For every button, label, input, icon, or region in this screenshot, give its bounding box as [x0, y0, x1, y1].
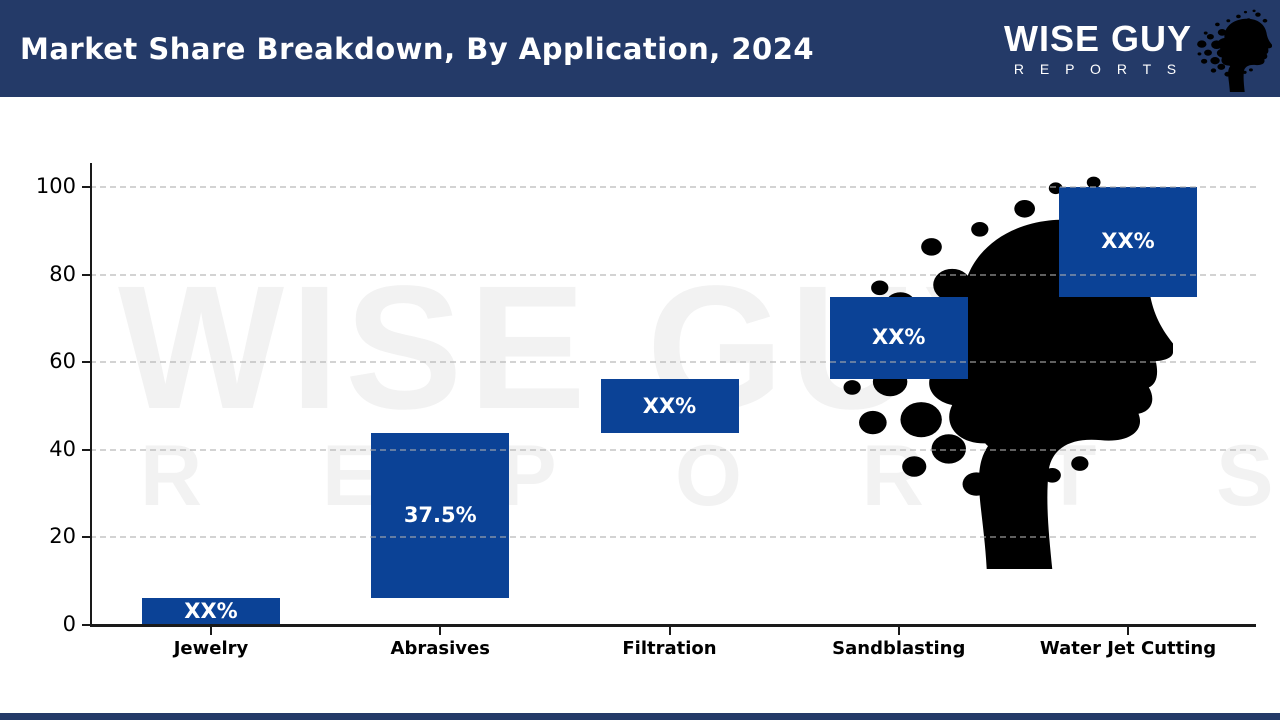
y-tick-label: 60	[49, 349, 76, 374]
gridline	[90, 448, 1256, 451]
bar-value-label: XX%	[1101, 229, 1155, 254]
y-tick-label: 0	[62, 612, 76, 636]
watermark-tagline: R E P O R T S	[140, 428, 1280, 524]
page-title: Market Share Breakdown, By Application, …	[20, 31, 815, 66]
header-bar: Market Share Breakdown, By Application, …	[0, 0, 1280, 97]
gridline	[90, 186, 1256, 188]
y-axis-spine	[90, 163, 92, 625]
x-category-label-jewelry: Jewelry	[173, 638, 249, 659]
bar-value-label: 37.5%	[403, 503, 477, 527]
x-axis-tick	[897, 627, 900, 635]
x-category-label-filtration: Filtration	[622, 638, 717, 659]
bar-value-label: XX%	[872, 325, 926, 350]
y-tick-label: 20	[49, 524, 76, 549]
y-tick-label: 40	[49, 436, 76, 461]
gridline	[90, 536, 1256, 539]
bar-water-jet-cutting: XX%	[1059, 187, 1197, 297]
x-axis-tick	[668, 627, 671, 635]
wise-guy-reports-logo: WISE GUY R E P O R T S	[1004, 4, 1272, 93]
y-axis-tick	[82, 361, 90, 364]
y-axis-tick	[82, 448, 90, 451]
y-axis-tick	[82, 624, 90, 626]
bar-value-label: XX%	[642, 393, 697, 418]
y-axis-tick	[82, 273, 90, 276]
x-category-label-abrasives: Abrasives	[390, 638, 490, 659]
footer-bar	[0, 713, 1280, 720]
x-axis-spine	[90, 624, 1256, 627]
gridline	[90, 273, 1256, 276]
bar-jewelry: XX%	[142, 597, 280, 625]
bar-abrasives: 37.5%	[371, 433, 510, 598]
x-category-label-sandblasting: Sandblasting	[832, 638, 966, 659]
x-axis-tick	[439, 627, 442, 635]
bar-filtration: XX%	[600, 378, 739, 434]
x-axis-tick	[1127, 627, 1129, 635]
logo-name: WISE GUY	[1003, 17, 1192, 59]
logo-text: WISE GUY R E P O R T S	[1003, 17, 1192, 77]
y-tick-label: 80	[49, 261, 76, 286]
y-tick-label: 100	[35, 174, 76, 198]
y-axis-tick	[82, 186, 90, 188]
dotted-face-logo-icon	[1197, 9, 1272, 92]
x-category-label-water-jet-cutting: Water Jet Cutting	[1039, 638, 1217, 659]
x-axis-tick	[210, 627, 212, 635]
gridline	[90, 361, 1256, 364]
y-axis-tick	[82, 536, 90, 539]
bar-sandblasting: XX%	[829, 296, 968, 379]
bar-value-label: XX%	[184, 598, 238, 623]
logo-tagline: R E P O R T S	[1013, 60, 1183, 77]
chart-area: WISE GUY R E P O R T S 0 20 40 60 80 100 XX% Je…	[0, 97, 1280, 713]
